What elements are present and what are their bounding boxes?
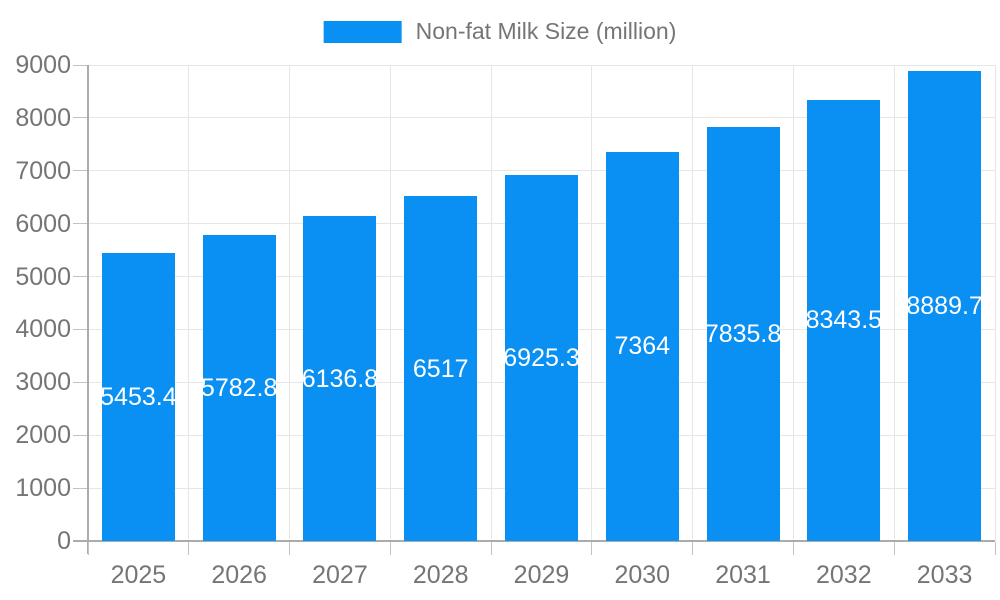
bar[interactable] <box>404 196 478 541</box>
legend[interactable]: Non-fat Milk Size (million) <box>323 18 677 45</box>
x-tick-label: 2028 <box>412 561 469 589</box>
bar-value-label: 8343.5 <box>805 306 883 335</box>
y-axis-tick <box>73 117 88 119</box>
y-tick-label: 1000 <box>15 474 71 503</box>
x-axis-tick <box>792 542 794 555</box>
x-tick-label: 2025 <box>110 561 167 589</box>
y-axis-tick <box>73 381 88 383</box>
bar[interactable] <box>505 174 578 541</box>
legend-label: Non-fat Milk Size (million) <box>415 18 677 44</box>
x-axis-tick <box>490 542 492 555</box>
bar-value-label: 7364 <box>614 332 671 361</box>
x-axis-tick <box>692 542 694 555</box>
x-tick-label: 2029 <box>513 561 570 589</box>
bar-value-label: 8889.7 <box>906 291 983 320</box>
y-axis-tick <box>73 487 88 489</box>
x-tick-label: 2026 <box>211 561 267 589</box>
v-gridline <box>893 65 895 541</box>
h-gridline <box>88 170 995 172</box>
bar-value-label: 7835.8 <box>704 319 782 348</box>
x-tick-label: 2032 <box>816 561 872 589</box>
bar[interactable] <box>807 99 881 541</box>
bar[interactable] <box>101 252 175 541</box>
bar[interactable] <box>303 216 377 541</box>
y-axis-line <box>87 65 89 554</box>
y-axis-tick <box>73 64 88 66</box>
v-gridline <box>792 65 794 541</box>
x-tick-label: 2033 <box>916 561 973 589</box>
x-tick-label: 2030 <box>614 561 671 589</box>
x-axis-tick <box>289 542 291 555</box>
y-axis-tick <box>73 434 88 436</box>
x-tick-label: 2027 <box>312 561 368 589</box>
x-axis-tick <box>994 542 996 555</box>
x-axis-tick <box>188 542 190 555</box>
y-tick-label: 2000 <box>15 421 71 450</box>
y-axis-tick <box>73 276 88 278</box>
y-axis-tick <box>73 170 88 172</box>
v-gridline <box>490 65 492 541</box>
v-gridline <box>692 65 694 541</box>
y-axis-tick <box>73 223 88 225</box>
v-gridline <box>389 65 391 541</box>
bar-value-label: 5782.8 <box>200 374 278 403</box>
v-gridline <box>591 65 593 541</box>
bar[interactable] <box>908 70 982 541</box>
v-gridline <box>289 65 291 541</box>
bar-value-label: 6517 <box>412 354 469 383</box>
v-gridline <box>994 65 996 541</box>
y-tick-label: 6000 <box>15 209 71 238</box>
y-tick-label: 9000 <box>15 51 71 79</box>
legend-swatch-icon <box>323 20 402 43</box>
x-axis-tick <box>893 542 895 555</box>
x-axis-line <box>73 540 995 542</box>
y-tick-label: 4000 <box>15 315 71 344</box>
h-gridline <box>88 64 995 66</box>
x-axis-tick <box>591 542 593 555</box>
x-tick-label: 2031 <box>715 561 771 589</box>
bar-value-label: 6925.3 <box>503 343 580 372</box>
bar[interactable] <box>706 126 780 541</box>
y-tick-label: 3000 <box>15 368 71 397</box>
y-tick-label: 5000 <box>15 262 71 291</box>
bar-value-label: 5453.4 <box>100 382 177 411</box>
v-gridline <box>188 65 190 541</box>
x-axis-tick <box>389 542 391 555</box>
bar[interactable] <box>605 151 679 541</box>
y-tick-label: 0 <box>57 527 71 555</box>
bar[interactable] <box>202 235 276 541</box>
y-axis-tick <box>73 328 88 330</box>
y-tick-label: 8000 <box>15 103 71 132</box>
x-axis-tick <box>87 542 89 555</box>
y-tick-label: 7000 <box>15 156 71 185</box>
h-gridline <box>88 117 995 119</box>
bar-value-label: 6136.8 <box>301 364 379 393</box>
